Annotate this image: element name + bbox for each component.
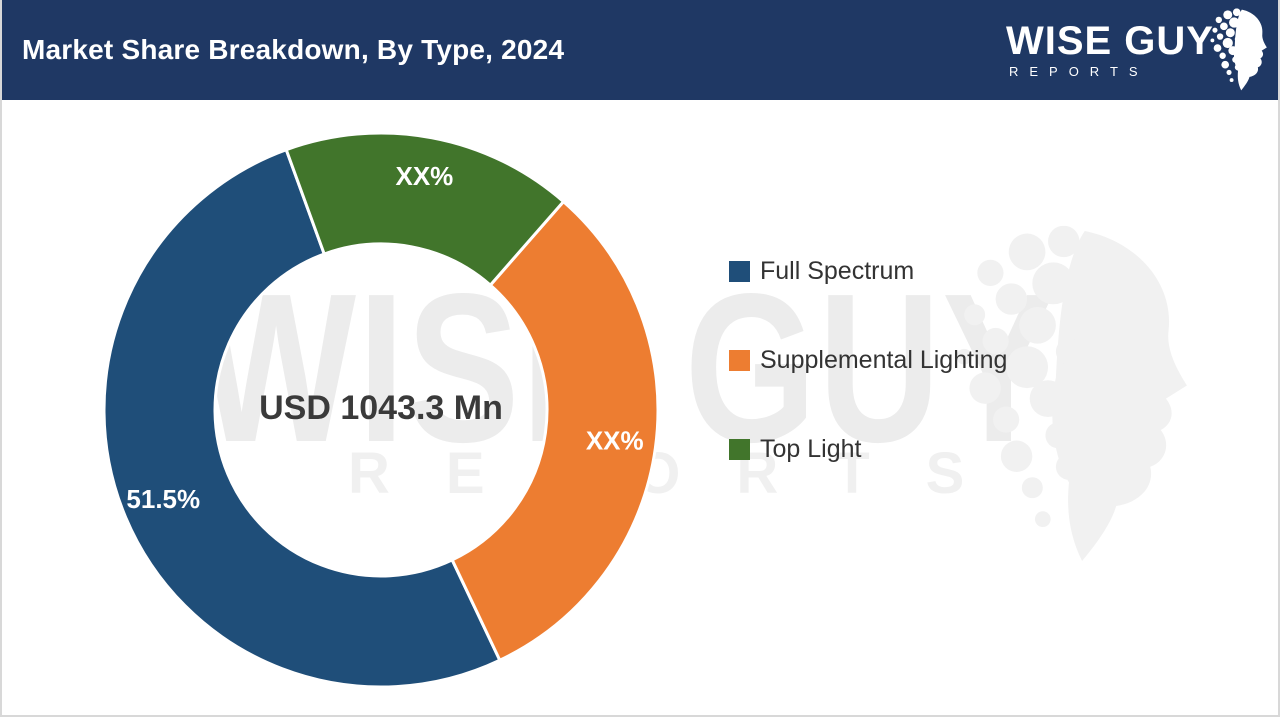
brand-logo: WISE GUY REPORTS: [1006, 6, 1270, 94]
header-bar: Market Share Breakdown, By Type, 2024 WI…: [0, 0, 1280, 100]
chart-legend: Full Spectrum Supplemental Lighting Top …: [729, 257, 1008, 463]
donut-slice-0: [102, 148, 502, 689]
brand-tagline: REPORTS: [1008, 64, 1149, 79]
legend-label: Full Spectrum: [760, 257, 915, 285]
slice-percentage-label-1: XX%: [586, 425, 644, 455]
legend-label: Supplemental Lighting: [760, 346, 1008, 374]
brand-face-icon: [1206, 6, 1270, 94]
chart-center-value: USD 1043.3 Mn: [259, 389, 503, 427]
legend-item-top-light: Top Light: [729, 435, 1007, 463]
donut-slice-1: [450, 200, 660, 662]
donut-slice-2: [284, 131, 565, 287]
legend-swatch-icon: [729, 439, 750, 460]
legend-label: Top Light: [760, 435, 862, 463]
donut-slices: 51.5% XX% XX%: [102, 131, 660, 689]
legend-item-full-spectrum: Full Spectrum: [729, 257, 1007, 285]
slice-percentage-label-0: 51.5%: [126, 484, 200, 514]
brand-logo-text: WISE GUY REPORTS: [1006, 21, 1214, 79]
legend-item-supplemental-lighting: Supplemental Lighting: [729, 346, 1008, 374]
slice-percentage-label-2: XX%: [396, 161, 454, 191]
legend-swatch-icon: [729, 350, 750, 371]
donut-chart: 51.5% XX% XX% USD 1043.3 Mn: [102, 131, 660, 689]
brand-name: WISE GUY: [1005, 19, 1214, 63]
page-title: Market Share Breakdown, By Type, 2024: [22, 34, 565, 65]
legend-swatch-icon: [729, 261, 750, 282]
